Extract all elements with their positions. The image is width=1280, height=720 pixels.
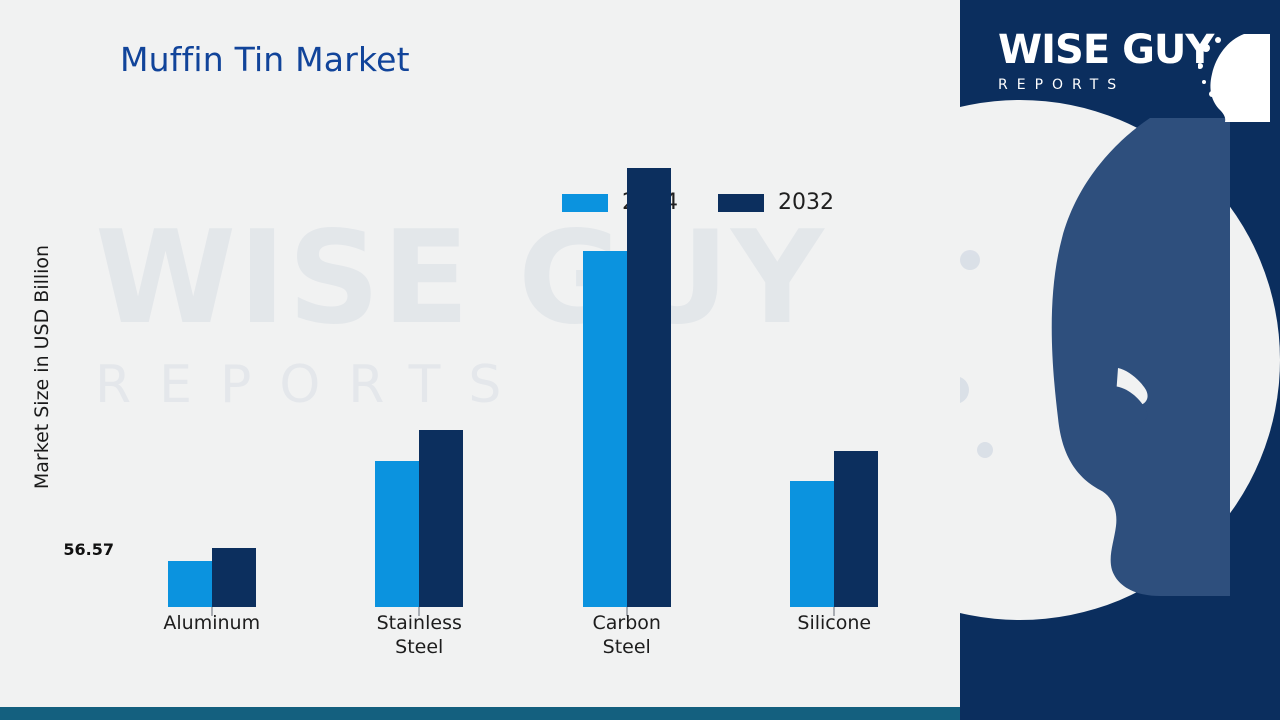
y-axis-label: Market Size in USD Billion (31, 244, 53, 490)
legend-swatch-2032 (718, 194, 764, 212)
legend-label-2032: 2032 (778, 190, 834, 215)
bar-2024-silicone[interactable] (790, 481, 835, 607)
bar-group: Carbon Steel (523, 150, 731, 658)
brand-logo-subtitle: REPORTS (998, 77, 1126, 93)
bar-group: Silicone (731, 150, 939, 634)
bar-groups: 56.57 Aluminum Stainless Steel Carbon Steel… (63, 150, 939, 658)
bar-pair (167, 150, 256, 607)
axis-tick (418, 607, 421, 616)
brand-head-icon (1198, 34, 1270, 122)
x-axis-category-label: Stainless Steel (376, 612, 462, 658)
x-axis-category-label: Carbon Steel (592, 612, 661, 658)
bar-2032-stainless-steel[interactable] (419, 430, 464, 607)
head-profile-silhouette (1051, 118, 1230, 596)
page-title: Muffin Tin Market (120, 40, 410, 79)
bar-pair (582, 150, 671, 607)
chart-canvas: WISE GUY REPORTS Muffin Tin Market Marke… (0, 40, 960, 720)
bar-group: Stainless Steel (316, 150, 524, 658)
bar-data-label: 56.57 (63, 540, 114, 559)
brand-logo-name: WISE GUY (998, 27, 1214, 73)
bar-2024-stainless-steel[interactable] (375, 461, 420, 607)
bar-2024-carbon-steel[interactable] (582, 251, 627, 607)
axis-tick (210, 607, 213, 616)
x-axis-category-label: Aluminum (163, 612, 261, 634)
bar-2024-aluminum[interactable] (167, 561, 212, 607)
bar-2032-aluminum[interactable] (211, 548, 256, 607)
axis-tick (625, 607, 628, 616)
molecule-dots-decoration (960, 250, 993, 458)
bar-group: 56.57 Aluminum (63, 150, 316, 634)
legend-swatch-2024 (562, 194, 608, 212)
bottom-accent-bar (0, 707, 960, 720)
brand-logo: WISE GUY REPORTS (998, 27, 1270, 122)
bar-2032-silicone[interactable] (834, 451, 879, 607)
plot-area: 56.57 Aluminum Stainless Steel Carbon Steel… (63, 150, 939, 658)
axis-tick (833, 607, 836, 616)
bar-2032-carbon-steel[interactable] (626, 168, 671, 607)
x-axis-category-label: Silicone (797, 612, 872, 634)
legend-item-2032[interactable]: 2032 (718, 192, 834, 214)
bar-pair (375, 150, 464, 607)
brand-panel: WISE GUY REPORTS (960, 0, 1280, 720)
bar-pair (790, 150, 879, 607)
